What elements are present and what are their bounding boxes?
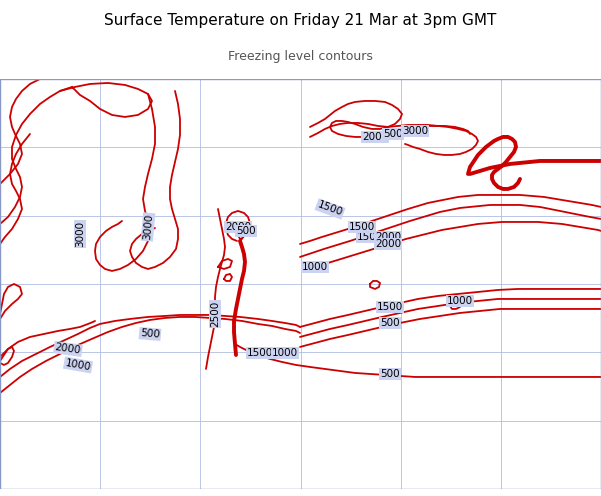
Text: 1000: 1000: [447, 296, 473, 306]
Text: 1000: 1000: [302, 262, 328, 272]
Text: 500: 500: [380, 369, 400, 379]
Text: 3000: 3000: [142, 213, 154, 241]
Text: 1000: 1000: [64, 358, 92, 372]
Text: 500: 500: [140, 328, 160, 340]
Text: 2000: 2000: [375, 232, 401, 242]
Text: 2500: 2500: [210, 301, 220, 327]
Text: 1500: 1500: [247, 348, 273, 358]
Text: 2000: 2000: [375, 239, 401, 249]
Text: 1000: 1000: [272, 348, 298, 358]
Text: 2000: 2000: [225, 222, 251, 232]
Text: 1500: 1500: [357, 232, 383, 242]
Text: Freezing level contours: Freezing level contours: [228, 50, 373, 62]
Text: 1500: 1500: [377, 302, 403, 312]
Text: Surface Temperature on Friday 21 Mar at 3pm GMT: Surface Temperature on Friday 21 Mar at …: [105, 12, 496, 28]
Text: 3000: 3000: [402, 126, 428, 136]
Text: 500: 500: [383, 129, 403, 139]
Text: 3000: 3000: [75, 221, 85, 247]
Text: 1500: 1500: [316, 200, 344, 218]
Text: 2000: 2000: [362, 132, 388, 142]
Text: 1500: 1500: [349, 222, 375, 232]
Text: 2000: 2000: [54, 342, 82, 356]
Text: 500: 500: [380, 318, 400, 328]
Text: 500: 500: [236, 226, 256, 236]
